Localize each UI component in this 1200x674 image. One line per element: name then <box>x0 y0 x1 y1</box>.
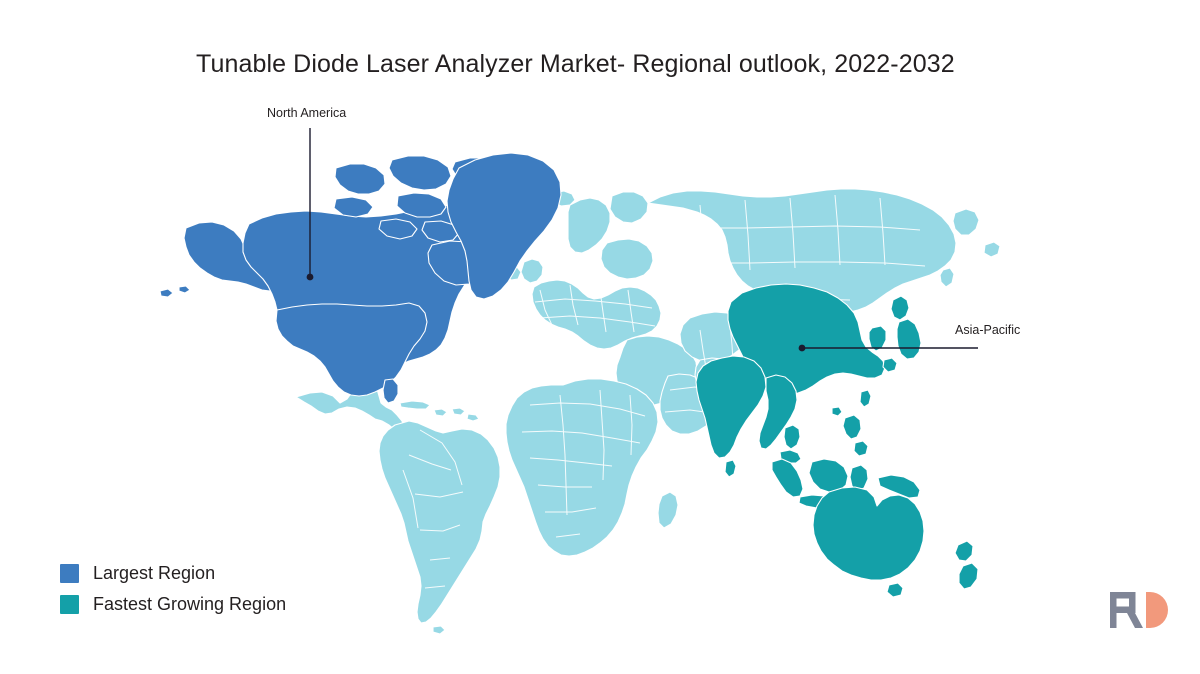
legend-label-largest-region: Largest Region <box>93 562 216 583</box>
callout-leader-asia-pacific <box>798 344 978 352</box>
legend-swatch-largest-region <box>60 563 79 583</box>
legend-item-largest-region: Largest Region <box>60 562 286 584</box>
legend-label-fastest-growing-region: Fastest Growing Region <box>93 593 287 614</box>
legend: Largest Region Fastest Growing Region <box>60 562 286 615</box>
callout-label-north-america: North America <box>267 106 347 120</box>
brand-logo <box>1110 592 1168 628</box>
logo-letter-d <box>1146 592 1168 628</box>
map-region-asia-pacific <box>695 283 979 598</box>
map-region-other <box>295 188 1001 635</box>
map-region-north-america <box>159 152 562 404</box>
callout-leader-north-america <box>306 128 314 281</box>
callout-label-asia-pacific: Asia-Pacific <box>955 323 1021 337</box>
legend-item-fastest-growing-region: Fastest Growing Region <box>60 593 286 615</box>
legend-swatch-fastest-growing-region <box>60 594 79 614</box>
page-title: Tunable Diode Laser Analyzer Market- Reg… <box>196 50 955 78</box>
logo-letter-r <box>1110 592 1143 628</box>
